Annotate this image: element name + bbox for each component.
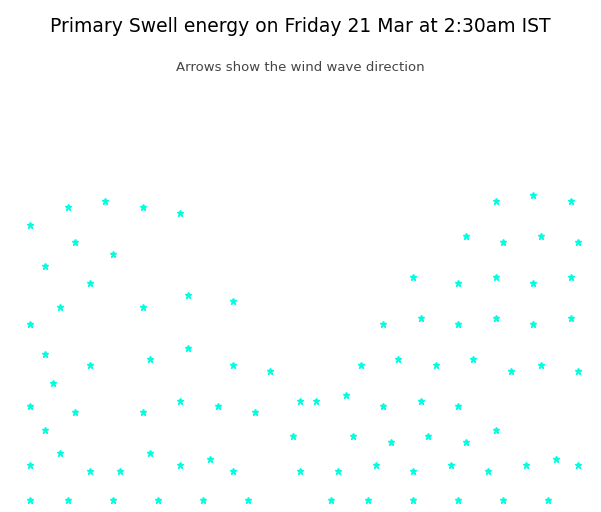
Text: Arrows show the wind wave direction: Arrows show the wind wave direction xyxy=(176,61,425,74)
Text: Primary Swell energy on Friday 21 Mar at 2:30am IST: Primary Swell energy on Friday 21 Mar at… xyxy=(50,17,551,36)
